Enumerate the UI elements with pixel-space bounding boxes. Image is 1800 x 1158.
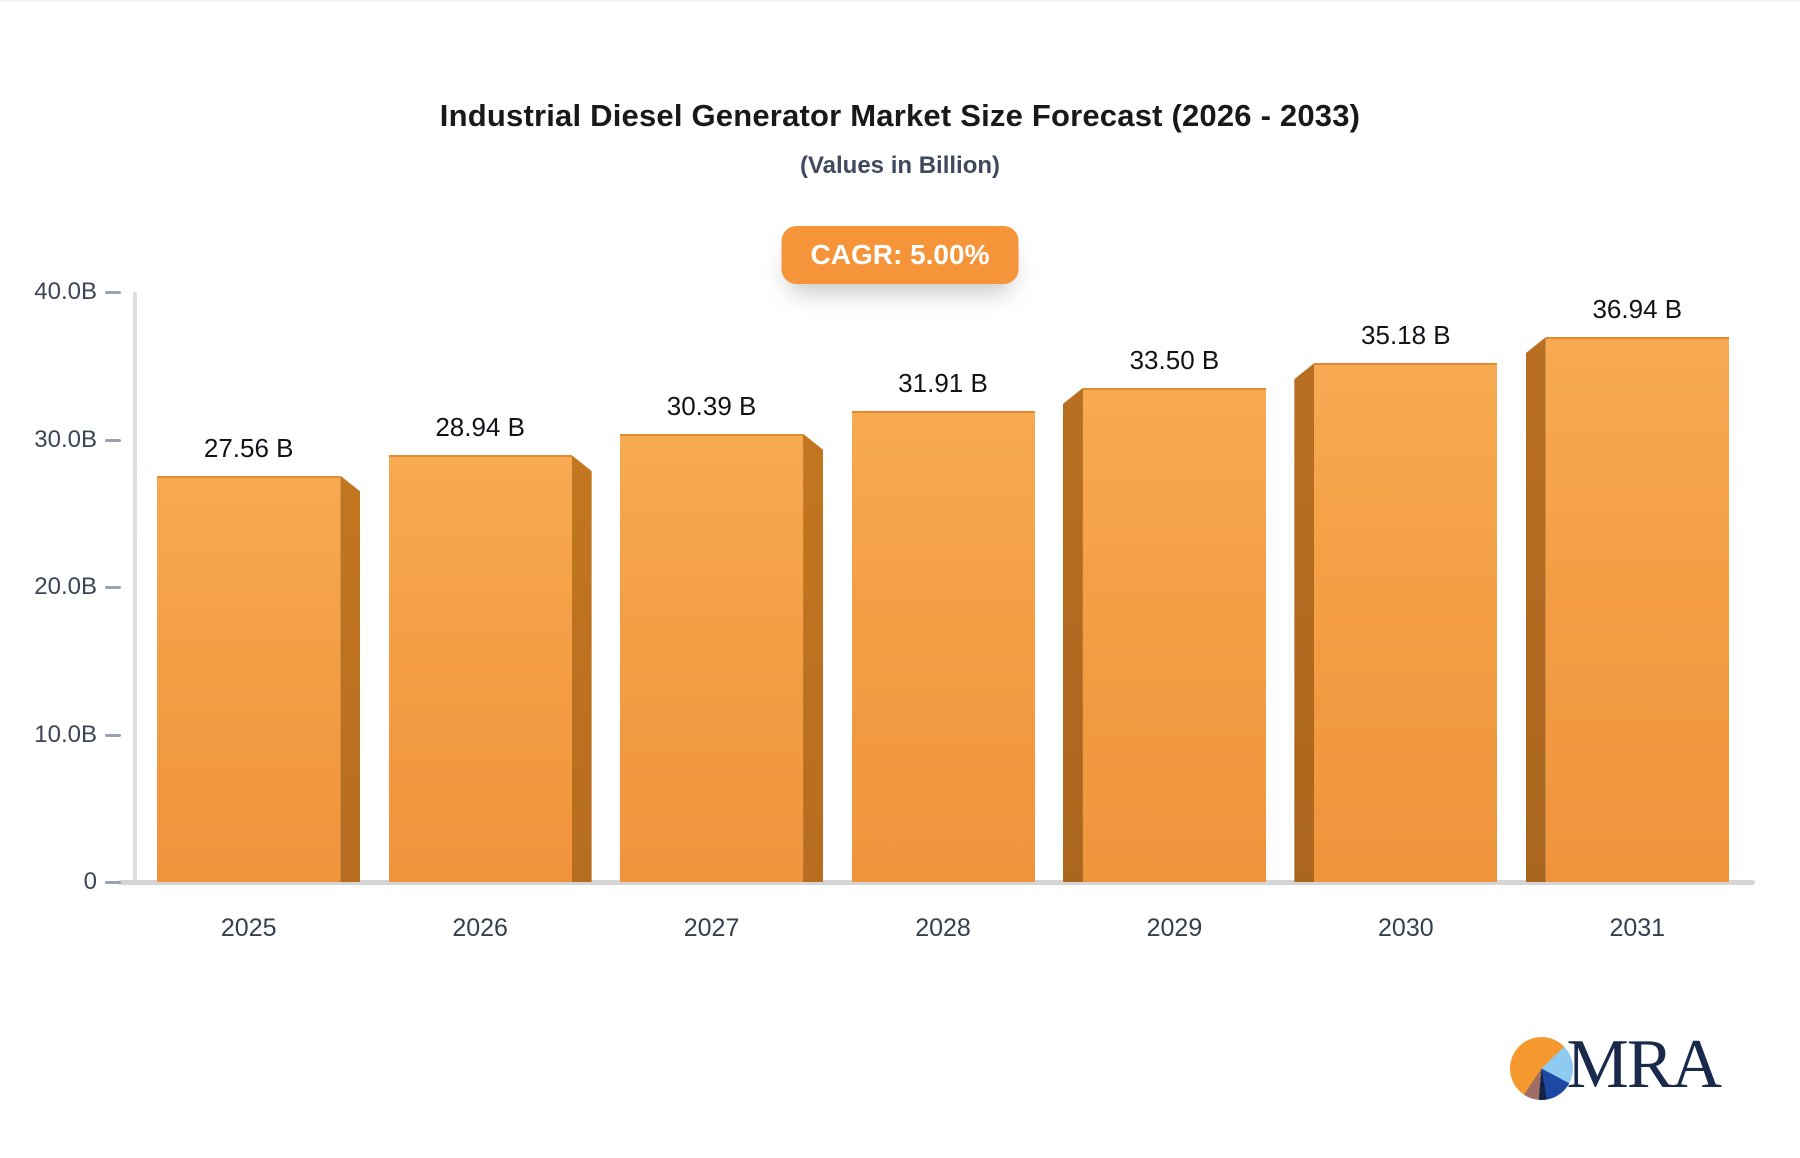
bar-3d-side bbox=[1294, 363, 1315, 882]
x-axis-label-2025: 2025 bbox=[220, 914, 277, 942]
bar-value-label: 33.50 B bbox=[1129, 344, 1220, 375]
y-tick-mark bbox=[105, 733, 121, 737]
bar-3d-side bbox=[1525, 337, 1546, 882]
bar-2029 bbox=[1082, 387, 1266, 882]
y-tick-label: 0 bbox=[83, 868, 97, 895]
bar-value-label: 30.39 B bbox=[666, 390, 757, 421]
x-axis-label-2026: 2026 bbox=[452, 914, 508, 942]
brand-logo: MRA bbox=[1509, 1030, 1722, 1100]
y-tick-label: 30.0B bbox=[34, 425, 97, 453]
y-tick-label: 40.0B bbox=[34, 278, 97, 305]
brand-logo-text: MRA bbox=[1566, 1026, 1722, 1103]
bar-value-label: 28.94 B bbox=[435, 412, 525, 443]
x-axis-label-2029: 2029 bbox=[1146, 914, 1203, 942]
bar-2027 bbox=[620, 433, 804, 882]
x-axis-label-2031: 2031 bbox=[1609, 914, 1666, 942]
bar-2031 bbox=[1545, 337, 1729, 882]
bar-value-label: 36.94 B bbox=[1592, 294, 1683, 325]
pie-chart-icon bbox=[1509, 1036, 1573, 1100]
bar-value-label: 35.18 B bbox=[1361, 320, 1451, 351]
plot-area: 40.0B 30.0B 20.0B 10.0B 0 27.56 B 2025 28.94 B 2… bbox=[34, 278, 1755, 942]
bar-2026 bbox=[388, 455, 572, 882]
cagr-badge: CAGR: 5.00% bbox=[781, 226, 1019, 284]
bar-value-label: 31.91 B bbox=[898, 368, 988, 399]
y-tick-mark bbox=[105, 881, 121, 884]
bar-2025 bbox=[157, 475, 341, 882]
x-axis-label-2027: 2027 bbox=[683, 914, 740, 942]
bar-3d-side bbox=[340, 475, 361, 882]
y-tick-mark bbox=[105, 291, 121, 294]
chart-subtitle: (Values in Billion) bbox=[799, 152, 1001, 179]
y-tick-mark bbox=[105, 438, 121, 442]
x-axis-line bbox=[118, 880, 1755, 885]
bar-3d-side bbox=[803, 433, 824, 882]
bar-value-label: 27.56 B bbox=[203, 432, 294, 463]
y-tick-label: 20.0B bbox=[34, 573, 97, 600]
bar-3d-side bbox=[1062, 387, 1083, 882]
chart-title: Industrial Diesel Generator Market Size … bbox=[439, 98, 1361, 133]
bar-3d-side bbox=[571, 455, 592, 882]
bar-2028 bbox=[851, 411, 1035, 882]
x-axis-label-2028: 2028 bbox=[915, 914, 971, 942]
y-tick-mark bbox=[105, 586, 121, 589]
x-axis-label-2030: 2030 bbox=[1378, 914, 1434, 942]
y-axis-line bbox=[133, 292, 137, 882]
y-tick-label: 10.0B bbox=[34, 720, 97, 748]
bar-2030 bbox=[1314, 363, 1498, 882]
